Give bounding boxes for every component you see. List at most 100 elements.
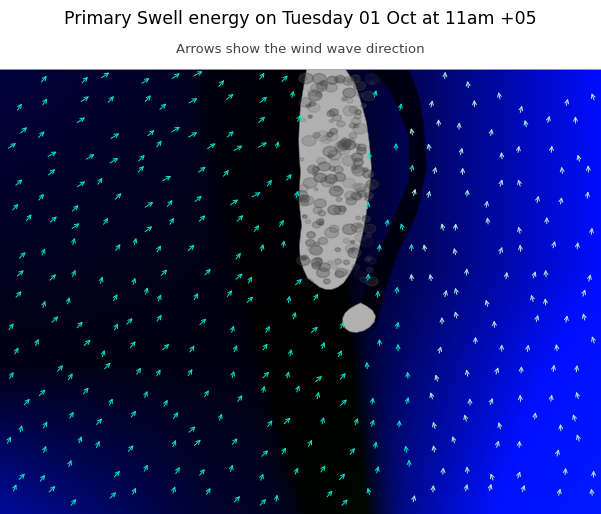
Circle shape bbox=[342, 155, 356, 166]
Circle shape bbox=[327, 132, 333, 137]
Circle shape bbox=[325, 132, 338, 141]
Circle shape bbox=[348, 248, 361, 258]
Circle shape bbox=[343, 88, 356, 98]
Text: Arrows show the wind wave direction: Arrows show the wind wave direction bbox=[176, 44, 425, 57]
Circle shape bbox=[314, 173, 326, 182]
Circle shape bbox=[345, 139, 354, 145]
Circle shape bbox=[362, 168, 368, 172]
Circle shape bbox=[349, 123, 356, 128]
Circle shape bbox=[308, 90, 322, 101]
Circle shape bbox=[355, 183, 365, 192]
Circle shape bbox=[305, 219, 311, 224]
Circle shape bbox=[350, 241, 355, 244]
Circle shape bbox=[354, 124, 359, 127]
Circle shape bbox=[344, 260, 350, 265]
Circle shape bbox=[317, 268, 329, 278]
Circle shape bbox=[348, 248, 354, 252]
Circle shape bbox=[368, 174, 373, 177]
Circle shape bbox=[365, 195, 371, 201]
Circle shape bbox=[299, 158, 304, 161]
Circle shape bbox=[345, 191, 357, 200]
Circle shape bbox=[366, 277, 378, 286]
Circle shape bbox=[343, 178, 355, 188]
Circle shape bbox=[346, 270, 352, 274]
Circle shape bbox=[351, 165, 362, 173]
Circle shape bbox=[325, 228, 338, 238]
Circle shape bbox=[308, 165, 319, 174]
Circle shape bbox=[299, 198, 308, 206]
Circle shape bbox=[363, 216, 367, 218]
Circle shape bbox=[323, 279, 330, 284]
Circle shape bbox=[347, 98, 353, 103]
Circle shape bbox=[334, 259, 341, 264]
Circle shape bbox=[354, 271, 365, 279]
Circle shape bbox=[300, 118, 306, 122]
Circle shape bbox=[352, 183, 361, 190]
Circle shape bbox=[329, 119, 334, 122]
Circle shape bbox=[335, 268, 347, 277]
Circle shape bbox=[349, 106, 358, 113]
Circle shape bbox=[313, 222, 321, 228]
Circle shape bbox=[347, 79, 352, 83]
Circle shape bbox=[361, 104, 366, 107]
Circle shape bbox=[316, 83, 328, 91]
Circle shape bbox=[329, 109, 338, 116]
Circle shape bbox=[334, 206, 346, 214]
Circle shape bbox=[366, 233, 371, 237]
Circle shape bbox=[355, 109, 361, 115]
Circle shape bbox=[310, 101, 316, 106]
Circle shape bbox=[335, 248, 340, 251]
Circle shape bbox=[346, 197, 356, 205]
Circle shape bbox=[296, 255, 310, 265]
Circle shape bbox=[358, 93, 363, 97]
Circle shape bbox=[316, 93, 322, 97]
Circle shape bbox=[329, 159, 340, 167]
Circle shape bbox=[319, 218, 324, 222]
Circle shape bbox=[349, 138, 355, 142]
Circle shape bbox=[360, 277, 367, 282]
Circle shape bbox=[343, 77, 354, 85]
Circle shape bbox=[352, 193, 362, 200]
Circle shape bbox=[364, 224, 376, 233]
Circle shape bbox=[315, 242, 320, 246]
Circle shape bbox=[316, 258, 322, 262]
Circle shape bbox=[306, 240, 315, 246]
Circle shape bbox=[308, 103, 320, 113]
Circle shape bbox=[318, 210, 326, 216]
Circle shape bbox=[327, 76, 338, 84]
Circle shape bbox=[311, 259, 322, 267]
Circle shape bbox=[364, 184, 374, 191]
Circle shape bbox=[343, 137, 347, 141]
Circle shape bbox=[328, 154, 333, 158]
Circle shape bbox=[355, 114, 361, 119]
Circle shape bbox=[353, 159, 364, 166]
Circle shape bbox=[356, 216, 361, 219]
Circle shape bbox=[352, 167, 365, 176]
Circle shape bbox=[327, 111, 335, 117]
Circle shape bbox=[314, 199, 326, 208]
Circle shape bbox=[308, 243, 321, 253]
Circle shape bbox=[343, 224, 356, 234]
Circle shape bbox=[335, 141, 348, 151]
Circle shape bbox=[328, 205, 341, 215]
Circle shape bbox=[313, 167, 319, 172]
Circle shape bbox=[349, 133, 357, 138]
Circle shape bbox=[357, 148, 366, 155]
Circle shape bbox=[328, 261, 333, 265]
Circle shape bbox=[351, 223, 364, 232]
Circle shape bbox=[328, 150, 341, 160]
Circle shape bbox=[320, 81, 327, 86]
Circle shape bbox=[362, 91, 375, 101]
Polygon shape bbox=[343, 303, 376, 333]
Circle shape bbox=[317, 158, 326, 164]
Circle shape bbox=[343, 97, 347, 100]
Circle shape bbox=[336, 78, 342, 82]
Circle shape bbox=[352, 248, 356, 251]
Circle shape bbox=[313, 173, 317, 176]
Text: Primary Swell energy on Tuesday 01 Oct at 11am +05: Primary Swell energy on Tuesday 01 Oct a… bbox=[64, 10, 537, 28]
Circle shape bbox=[297, 256, 310, 266]
Circle shape bbox=[362, 216, 370, 222]
Circle shape bbox=[313, 74, 326, 84]
Circle shape bbox=[302, 279, 314, 287]
Circle shape bbox=[357, 190, 366, 197]
